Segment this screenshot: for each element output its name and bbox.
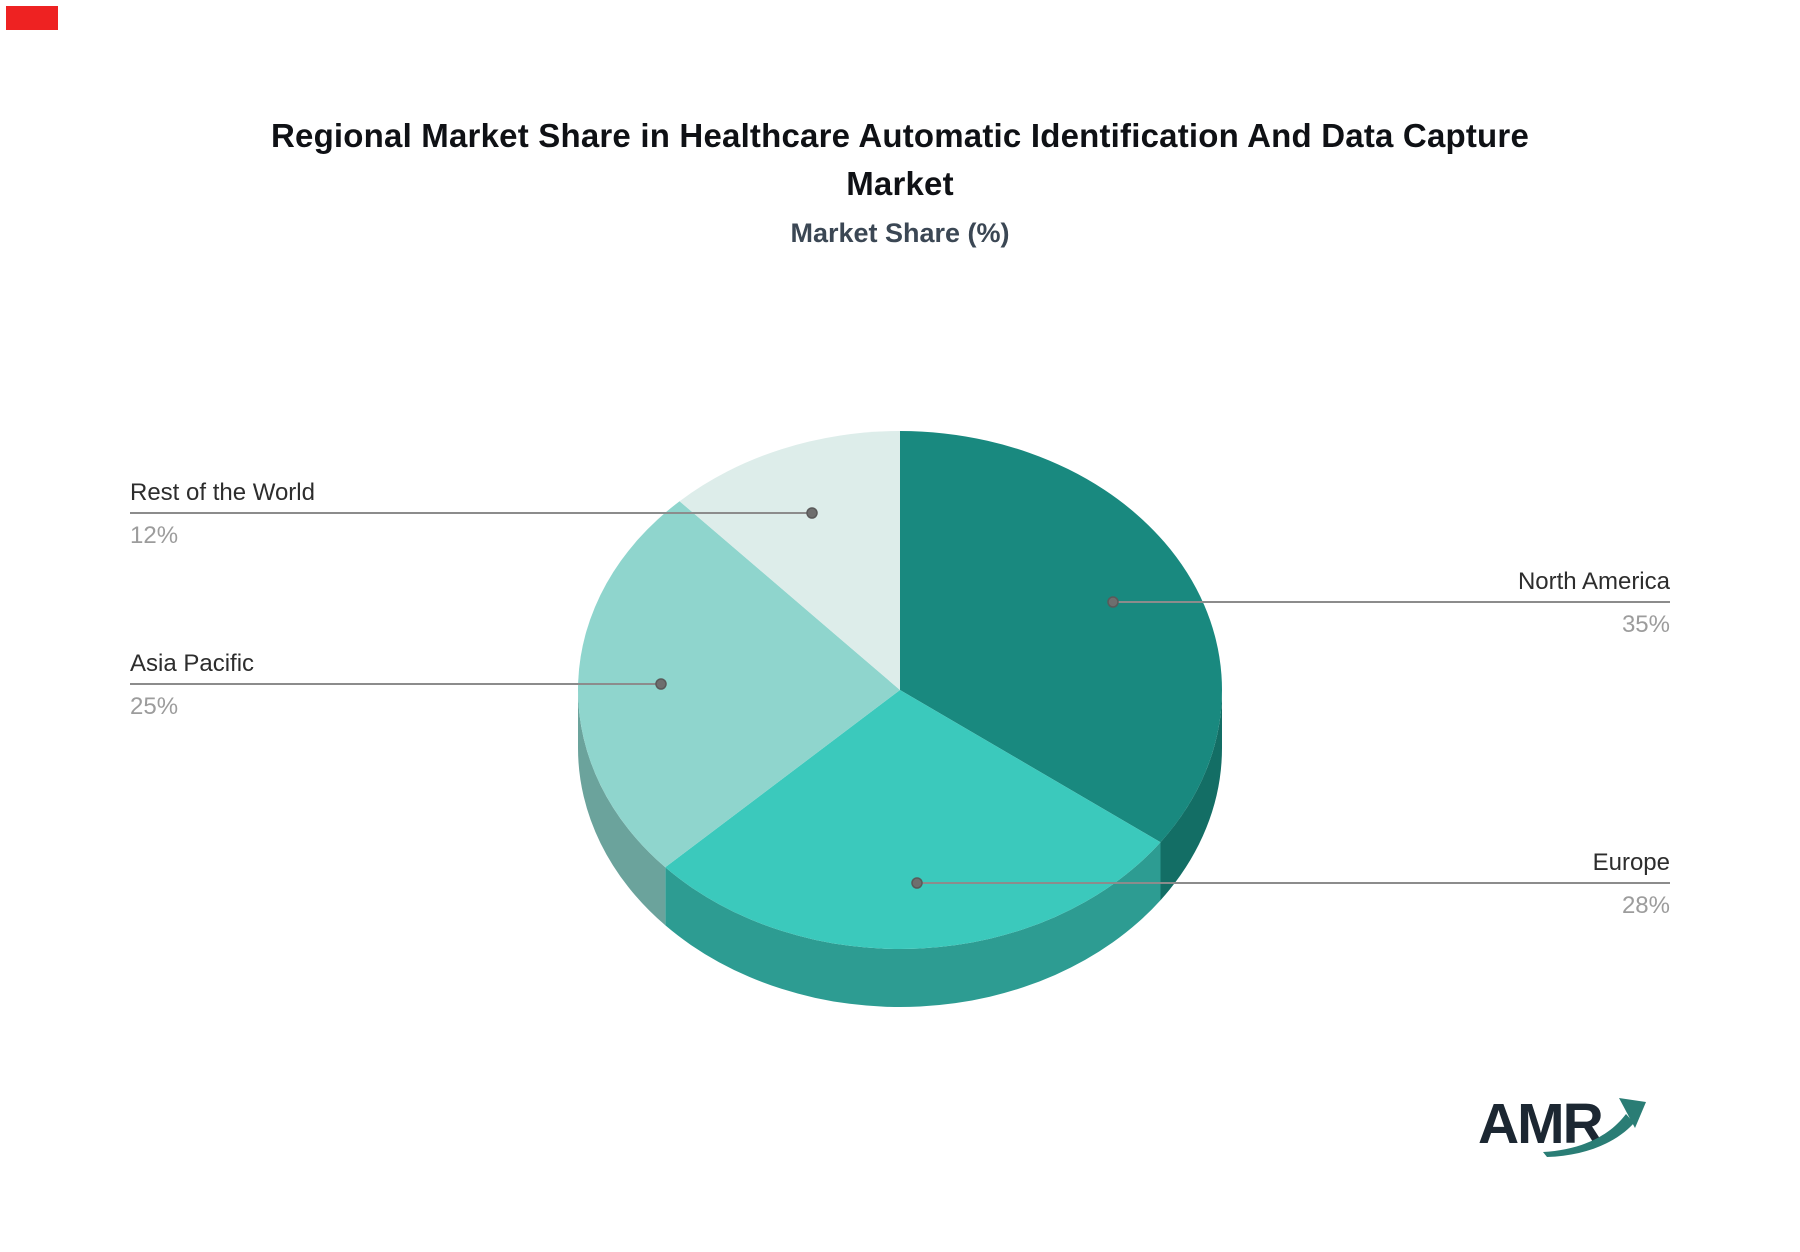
pie-slice-asia-pacific[interactable] <box>577 501 900 868</box>
callout-value-europe: 28% <box>1621 892 1670 919</box>
leader-dot-europe <box>911 877 923 889</box>
leader-dot-rest-of-the-world <box>806 507 818 519</box>
pie-slice-side-north-america <box>1160 690 1222 901</box>
chart-header: Regional Market Share in Healthcare Auto… <box>0 112 1800 250</box>
pie-slice-side-asia-pacific <box>578 690 666 926</box>
leader-dot-asia-pacific <box>655 678 667 690</box>
callout-label-north-america: North America <box>1517 568 1670 595</box>
callout-value-north-america: 35% <box>1621 611 1670 638</box>
leader-dot-north-america <box>1107 596 1119 608</box>
amr-logo-text: AMR <box>1478 1092 1604 1156</box>
callout-label-asia-pacific: Asia Pacific <box>130 650 255 677</box>
amr-logo-arrow-icon <box>1543 1098 1646 1157</box>
corner-red-marker <box>6 6 58 30</box>
callout-value-asia-pacific: 25% <box>130 693 179 720</box>
pie-slice-north-america[interactable] <box>900 431 1222 843</box>
chart-title-line-2: Market <box>846 165 954 202</box>
callout-label-europe: Europe <box>1592 849 1670 876</box>
pie-slice-side-europe <box>665 842 1161 1008</box>
chart-title-line-1: Regional Market Share in Healthcare Auto… <box>270 117 1530 154</box>
pie-slice-europe[interactable] <box>665 690 1161 949</box>
pie-slice-rest-of-the-world[interactable] <box>679 431 900 690</box>
callout-label-rest-of-the-world: Rest of the World <box>130 479 315 506</box>
chart-subtitle: Market Share (%) <box>790 218 1010 248</box>
callout-value-rest-of-the-world: 12% <box>130 522 179 549</box>
